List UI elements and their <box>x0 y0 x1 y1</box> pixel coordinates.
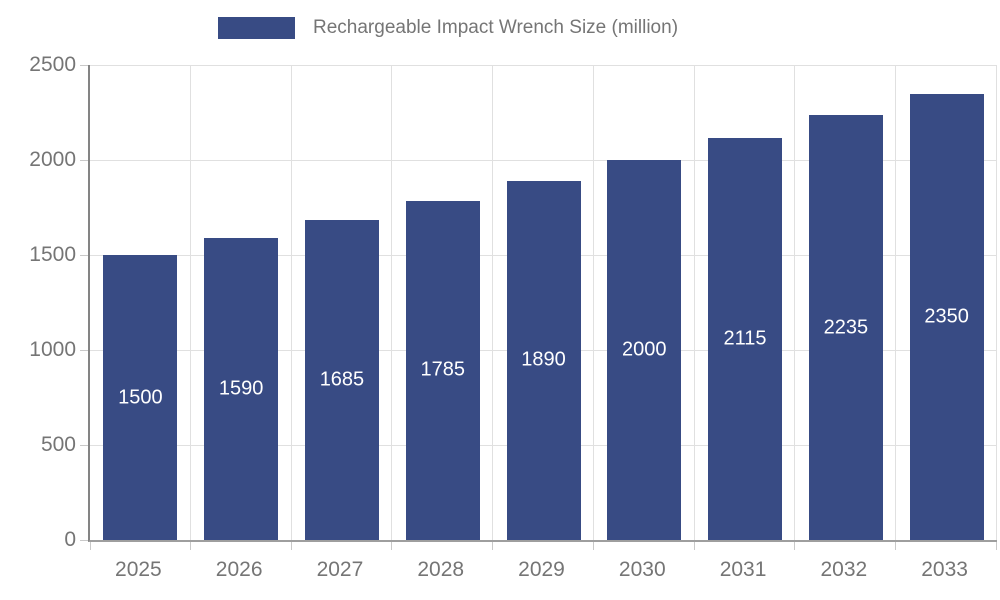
bar-value-label: 1890 <box>521 348 566 371</box>
bar-value-label: 2115 <box>723 327 767 350</box>
x-axis-tick-label: 2027 <box>316 558 364 581</box>
y-axis-tick-label: 1000 <box>29 338 76 361</box>
x-tick-mark <box>895 542 897 550</box>
bar-value-label: 1590 <box>218 377 264 400</box>
bar-value-label: 2000 <box>622 338 667 361</box>
y-axis-tick-label: 500 <box>40 433 76 456</box>
gridline-x <box>895 65 897 540</box>
y-tick-mark <box>80 349 88 351</box>
x-tick-mark <box>391 542 393 550</box>
x-axis-tick-label: 2033 <box>921 558 968 581</box>
x-tick-mark <box>90 542 91 550</box>
x-axis-tick-label: 2029 <box>518 558 565 581</box>
x-tick-mark <box>189 542 191 550</box>
x-axis-tick-label: 2031 <box>719 558 767 581</box>
y-tick-mark <box>80 539 88 541</box>
y-tick-mark <box>80 159 88 161</box>
y-tick-mark <box>80 64 88 66</box>
bar-value-label: 1500 <box>118 386 163 408</box>
gridline-x <box>189 65 191 540</box>
y-axis-tick-label: 2500 <box>29 53 76 76</box>
x-tick-mark <box>794 542 796 550</box>
x-axis-tick-label: 2032 <box>820 558 868 581</box>
x-axis-tick-label: 2025 <box>115 558 162 581</box>
bar-value-label: 1785 <box>420 358 465 381</box>
y-axis-tick-label: 0 <box>64 528 76 551</box>
x-axis-tick-label: 2030 <box>618 558 666 581</box>
x-axis-tick-label: 2028 <box>417 558 465 581</box>
bar-value-label: 1685 <box>319 368 365 391</box>
y-axis-tick-label: 1500 <box>29 243 76 266</box>
legend-swatch-icon <box>218 17 295 39</box>
bar[interactable]: 2115 <box>708 138 783 540</box>
gridline-x <box>996 65 997 540</box>
x-tick-mark <box>996 542 997 550</box>
x-tick-mark <box>592 542 594 550</box>
legend-item[interactable]: Rechargeable Impact Wrench Size (million… <box>218 17 678 39</box>
y-axis-tick-label: 2000 <box>29 148 76 171</box>
gridline-y <box>90 65 997 66</box>
bar[interactable]: 1500 <box>103 255 178 540</box>
bar[interactable]: 1685 <box>304 219 379 540</box>
x-tick-mark <box>492 542 494 550</box>
bar[interactable]: 1785 <box>405 200 480 540</box>
y-tick-mark <box>80 444 88 446</box>
bar[interactable]: 2235 <box>808 115 883 540</box>
x-tick-mark <box>290 542 292 550</box>
y-tick-mark <box>80 254 88 256</box>
x-axis-tick-label: 2026 <box>215 558 263 581</box>
bar[interactable]: 1890 <box>506 180 581 540</box>
gridline-y <box>90 160 997 161</box>
bar[interactable]: 2000 <box>607 160 682 540</box>
gridline-x <box>592 65 594 540</box>
gridline-x <box>492 65 494 540</box>
gridline-x <box>693 65 695 540</box>
plot-area: 1500 1590 1685 1785 1890 2000 2115 2235 2350 <box>80 64 997 550</box>
x-tick-mark <box>693 542 695 550</box>
gridline-x <box>290 65 292 540</box>
legend-label: Rechargeable Impact Wrench Size (million… <box>313 17 679 38</box>
bar[interactable]: 2350 <box>909 93 984 540</box>
gridline-x <box>391 65 393 540</box>
bar[interactable]: 1590 <box>204 237 279 540</box>
bar-value-label: 2235 <box>823 316 869 339</box>
bar-value-label: 2350 <box>924 305 969 328</box>
gridline-x <box>794 65 796 540</box>
